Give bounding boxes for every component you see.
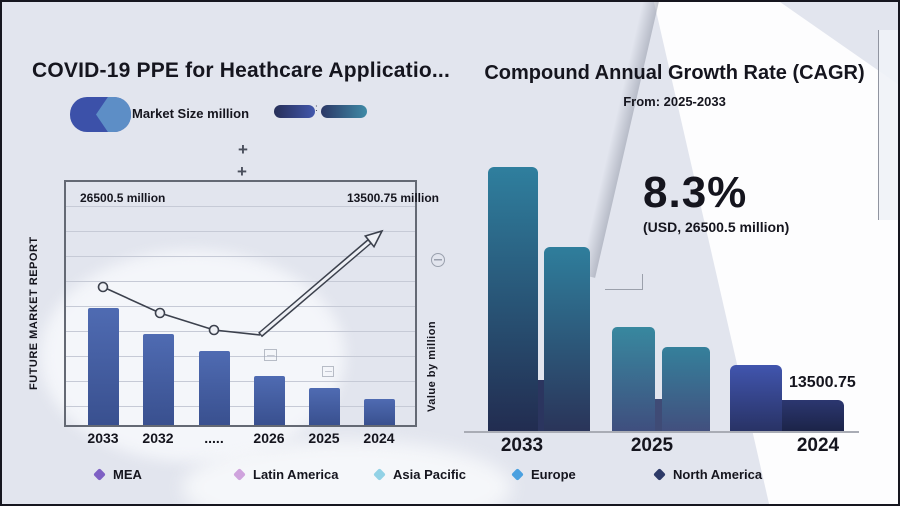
x-axis-label: 2033 — [500, 435, 544, 456]
value-label-2024: 13500.75 — [789, 374, 856, 391]
market-size-icon — [70, 97, 131, 132]
left-watermark-label: FUTURE MARKET REPORT — [28, 236, 40, 390]
legend-item-north-america: North America — [653, 465, 763, 483]
cagr-chart-title: Compound Annual Growth Rate (CAGR) — [484, 62, 865, 84]
diamond-icon — [373, 467, 386, 481]
x-axis-label: 2024 — [796, 435, 840, 456]
gradient-pill-icon — [274, 105, 315, 118]
grid-watermark-icon — [264, 349, 277, 361]
legend-label: Europe — [531, 466, 576, 482]
y-axis-label: Value by million — [426, 320, 438, 412]
cagr-bar-2033-a — [488, 167, 538, 432]
cagr-bar-2025-b — [662, 347, 710, 432]
gradient-pill-icon — [321, 105, 367, 118]
x-axis-label: 2025 — [308, 430, 340, 446]
left-chart-title: COVID-19 PPE for Heathcare Applicatio... — [32, 59, 450, 82]
diamond-icon — [93, 467, 106, 481]
swoosh-shadow — [579, 2, 663, 278]
cagr-bar-2025-join — [655, 399, 662, 432]
legend-item-latin-america: Latin America — [233, 465, 339, 483]
cagr-chart-subtitle: From: 2025-2033 — [623, 94, 726, 109]
legend-label: Asia Pacific — [393, 466, 466, 482]
bar-2032 — [143, 334, 174, 425]
step-line-decoration — [605, 274, 643, 290]
grid-watermark-icon — [322, 366, 334, 377]
x-axis-label: 2024 — [363, 430, 395, 446]
cagr-bar-2024-a — [730, 365, 782, 432]
cagr-bar-2025-a — [612, 327, 655, 432]
bar-2033 — [88, 308, 119, 425]
x-axis-label: ..... — [204, 430, 224, 446]
cylinder-cap-icon — [96, 97, 131, 132]
legend-item-asia-pacific: Asia Pacific — [373, 465, 466, 483]
cagr-value: 8.3% — [643, 168, 748, 217]
bar-2024 — [364, 399, 395, 425]
cagr-bar-2024-b — [782, 400, 844, 432]
plus-mark-icon: + — [238, 140, 248, 159]
cagr-bar-2033-join — [538, 380, 544, 432]
circle-minus-icon — [431, 253, 445, 267]
pill-separator: : — [315, 103, 318, 114]
market-size-label: Market Size million — [132, 106, 250, 121]
plus-mark-icon: + — [237, 162, 247, 181]
diamond-icon — [511, 467, 524, 481]
legend-label: North America — [673, 466, 763, 482]
page-curl-strip — [878, 30, 898, 220]
min-value-annotation: 13500.75 million — [346, 191, 439, 205]
x-axis-line — [464, 431, 859, 433]
max-value-annotation: 26500.5 million — [80, 191, 166, 205]
bar-2026 — [254, 376, 285, 425]
legend-item-europe: Europe — [511, 465, 576, 483]
legend-item-mea: MEA — [93, 465, 142, 483]
bar-2025 — [309, 388, 340, 425]
x-axis-label: 2033 — [87, 430, 119, 446]
diamond-icon — [653, 467, 666, 481]
cagr-detail: (USD, 26500.5 million) — [643, 219, 790, 235]
cagr-bar-2033-b — [544, 247, 590, 432]
x-axis-label: 2025 — [630, 435, 674, 456]
bar-dots — [199, 351, 230, 425]
diamond-icon — [233, 467, 246, 481]
x-axis-label: 2026 — [253, 430, 285, 446]
x-axis-label: 2032 — [142, 430, 174, 446]
legend-label: Latin America — [253, 466, 339, 482]
legend-label: MEA — [113, 466, 142, 482]
market-size-chart: 26500.5 million 13500.75 million — [64, 180, 439, 427]
